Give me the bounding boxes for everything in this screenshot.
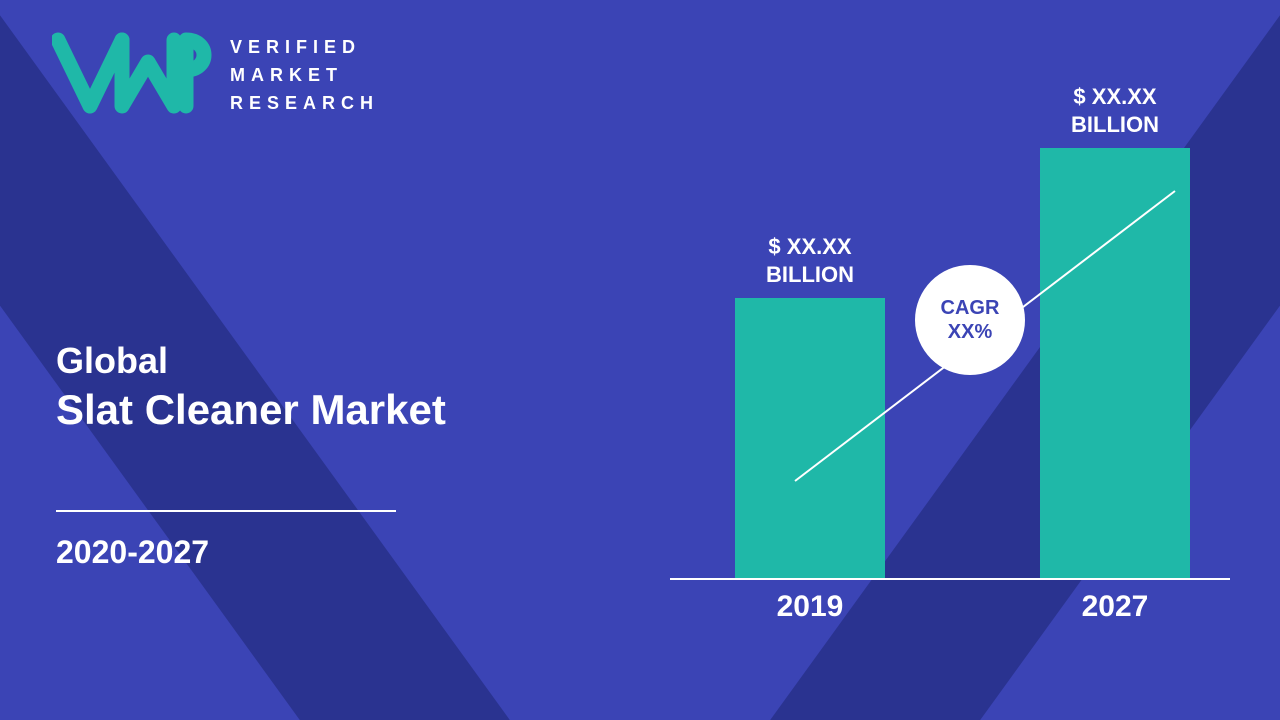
bar-2027: [1040, 148, 1190, 578]
logo-line-3: RESEARCH: [230, 90, 379, 118]
logo-line-2: MARKET: [230, 62, 379, 90]
bar-label-2027: $ XX.XX BILLION: [1025, 83, 1205, 138]
bar-label-2019: $ XX.XX BILLION: [720, 233, 900, 288]
divider-line: [56, 510, 396, 512]
headline-line-2: Slat Cleaner Market: [56, 386, 446, 434]
cagr-value: XX%: [948, 320, 992, 344]
cagr-badge: CAGR XX%: [915, 265, 1025, 375]
cagr-label: CAGR: [941, 296, 1000, 320]
year-label-2027: 2027: [1040, 590, 1190, 624]
headline-line-1: Global: [56, 340, 446, 382]
x-axis: [670, 578, 1230, 580]
market-growth-chart: $ XX.XX BILLION $ XX.XX BILLION CAGR XX%…: [670, 60, 1230, 580]
infographic-canvas: VERIFIED MARKET RESEARCH Global Slat Cle…: [0, 0, 1280, 720]
logo-line-1: VERIFIED: [230, 34, 379, 62]
forecast-period: 2020-2027: [56, 534, 209, 571]
value-line-2: BILLION: [720, 261, 900, 289]
value-line-1: $ XX.XX: [1025, 83, 1205, 111]
bar-2019: [735, 298, 885, 578]
year-label-2019: 2019: [735, 590, 885, 624]
value-line-1: $ XX.XX: [720, 233, 900, 261]
value-line-2: BILLION: [1025, 111, 1205, 139]
brand-logo: VERIFIED MARKET RESEARCH: [52, 28, 379, 118]
vmr-logo-icon: [52, 28, 212, 118]
headline: Global Slat Cleaner Market: [56, 340, 446, 434]
brand-logo-text: VERIFIED MARKET RESEARCH: [230, 34, 379, 118]
